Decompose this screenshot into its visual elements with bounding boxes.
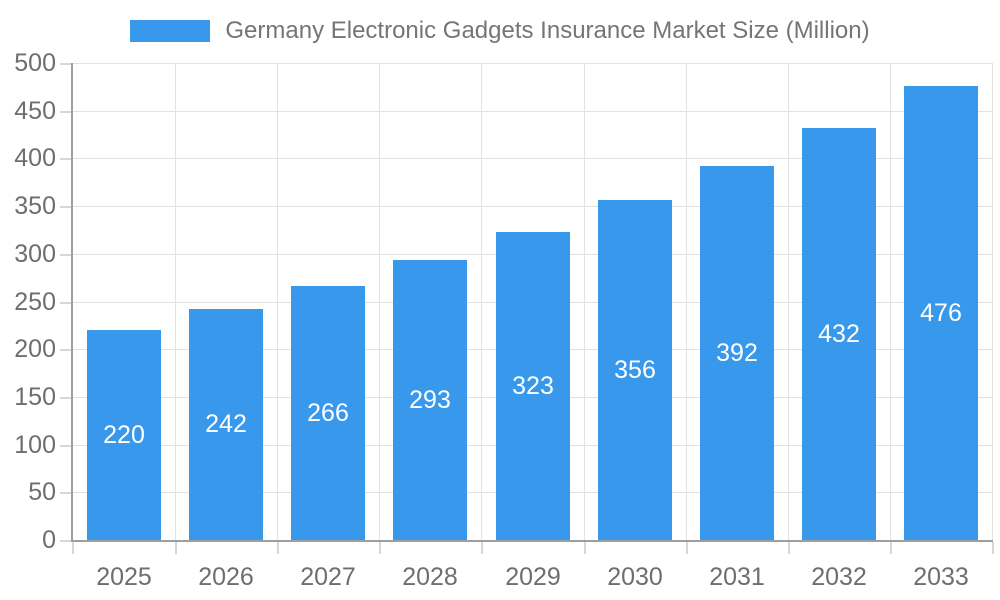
x-axis-tick: [481, 542, 483, 554]
bar: 293: [393, 260, 467, 540]
y-axis-label: 150: [14, 383, 56, 411]
bar: 432: [802, 128, 876, 540]
legend-label: Germany Electronic Gadgets Insurance Mar…: [225, 17, 870, 44]
y-axis-label: 300: [14, 240, 56, 268]
bar-value-label: 356: [614, 355, 656, 384]
bar: 476: [904, 86, 978, 540]
x-axis-label: 2031: [709, 563, 765, 591]
v-gridline: [584, 63, 585, 540]
bar-value-label: 323: [512, 371, 554, 400]
x-axis-tick: [992, 542, 994, 554]
y-axis-tick: [60, 397, 72, 399]
y-axis-tick: [60, 111, 72, 113]
y-axis-label: 100: [14, 431, 56, 459]
y-axis-tick: [60, 63, 72, 65]
y-axis-tick: [60, 540, 72, 542]
x-axis-tick: [686, 542, 688, 554]
x-axis-tick: [584, 542, 586, 554]
y-axis-tick: [60, 349, 72, 351]
x-axis-tick: [379, 542, 381, 554]
x-axis-tick: [72, 542, 74, 554]
y-axis-label: 500: [14, 49, 56, 77]
y-axis-tick: [60, 254, 72, 256]
x-axis-tick: [788, 542, 790, 554]
v-gridline: [890, 63, 891, 540]
bar-value-label: 220: [103, 420, 145, 449]
x-axis-label: 2030: [607, 563, 663, 591]
x-axis-label: 2026: [198, 563, 254, 591]
v-gridline: [788, 63, 789, 540]
bar-value-label: 266: [307, 398, 349, 427]
h-gridline: [73, 63, 992, 64]
y-axis-label: 450: [14, 97, 56, 125]
y-axis-tick: [60, 492, 72, 494]
v-gridline: [379, 63, 380, 540]
h-gridline: [73, 206, 992, 207]
legend: Germany Electronic Gadgets Insurance Mar…: [0, 14, 1000, 48]
y-axis-tick: [60, 206, 72, 208]
bar: 392: [700, 166, 774, 540]
legend-swatch: [130, 20, 211, 42]
bar: 266: [291, 286, 365, 540]
bar-value-label: 476: [920, 298, 962, 327]
y-axis-label: 400: [14, 144, 56, 172]
bar: 242: [189, 309, 263, 540]
v-gridline: [481, 63, 482, 540]
bar: 323: [496, 232, 570, 540]
y-axis-tick: [60, 445, 72, 447]
y-axis-label: 200: [14, 335, 56, 363]
x-axis-tick: [890, 542, 892, 554]
x-axis-label: 2029: [505, 563, 561, 591]
v-gridline: [277, 63, 278, 540]
x-axis-label: 2027: [300, 563, 356, 591]
x-axis-tick: [277, 542, 279, 554]
bar: 356: [598, 200, 672, 540]
h-gridline: [73, 111, 992, 112]
bar-value-label: 392: [716, 338, 758, 367]
x-axis-label: 2025: [96, 563, 152, 591]
x-axis-label: 2032: [811, 563, 867, 591]
bar-value-label: 432: [818, 319, 860, 348]
x-axis-line: [71, 540, 993, 542]
y-axis-label: 50: [28, 478, 56, 506]
y-axis-tick: [60, 158, 72, 160]
y-axis-label: 250: [14, 288, 56, 316]
bar-value-label: 242: [205, 410, 247, 438]
x-axis-tick: [175, 542, 177, 554]
y-axis-line: [71, 63, 73, 542]
bar: 220: [87, 330, 161, 540]
x-axis-label: 2033: [913, 563, 969, 591]
bar-value-label: 293: [409, 385, 451, 414]
v-gridline: [992, 63, 993, 540]
y-axis-label: 0: [42, 526, 56, 554]
x-axis-label: 2028: [402, 563, 458, 591]
y-axis-label: 350: [14, 192, 56, 220]
y-axis-tick: [60, 302, 72, 304]
h-gridline: [73, 158, 992, 159]
v-gridline: [175, 63, 176, 540]
v-gridline: [686, 63, 687, 540]
